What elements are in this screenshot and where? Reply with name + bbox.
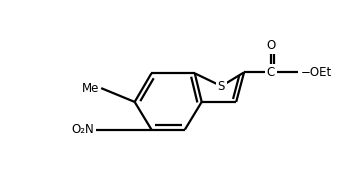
Text: O₂N: O₂N bbox=[71, 123, 94, 136]
Text: S: S bbox=[218, 80, 225, 93]
Text: Me: Me bbox=[82, 82, 99, 95]
Text: C: C bbox=[266, 66, 275, 79]
Text: O: O bbox=[266, 39, 275, 52]
Text: −OEt: −OEt bbox=[300, 66, 331, 79]
